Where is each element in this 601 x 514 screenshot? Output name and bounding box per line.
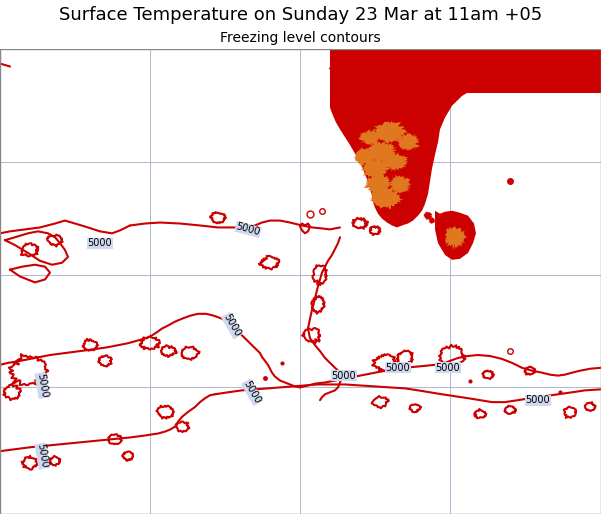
Text: 5000: 5000 <box>242 379 263 406</box>
Polygon shape <box>372 121 408 143</box>
Text: 5000: 5000 <box>436 363 460 373</box>
Text: 5000: 5000 <box>88 238 112 248</box>
Text: 5000: 5000 <box>35 373 49 398</box>
Polygon shape <box>388 175 411 194</box>
Polygon shape <box>361 158 391 179</box>
Text: Freezing level contours: Freezing level contours <box>220 31 381 45</box>
Text: 5000: 5000 <box>235 222 261 237</box>
Polygon shape <box>445 226 468 250</box>
Polygon shape <box>364 173 391 195</box>
Polygon shape <box>353 147 377 167</box>
Polygon shape <box>424 211 433 220</box>
Polygon shape <box>330 49 601 227</box>
Polygon shape <box>429 217 436 224</box>
Polygon shape <box>365 141 398 163</box>
Text: 5000: 5000 <box>222 313 242 339</box>
Polygon shape <box>358 129 381 145</box>
Text: 5000: 5000 <box>526 395 551 405</box>
Text: 5000: 5000 <box>35 443 49 469</box>
Text: 5000: 5000 <box>332 371 356 381</box>
Polygon shape <box>397 133 420 151</box>
Text: Surface Temperature on Sunday 23 Mar at 11am +05: Surface Temperature on Sunday 23 Mar at … <box>59 6 542 24</box>
Polygon shape <box>330 49 601 93</box>
Text: 5000: 5000 <box>386 363 410 373</box>
Polygon shape <box>435 211 476 260</box>
Polygon shape <box>380 153 409 171</box>
Polygon shape <box>370 186 404 210</box>
